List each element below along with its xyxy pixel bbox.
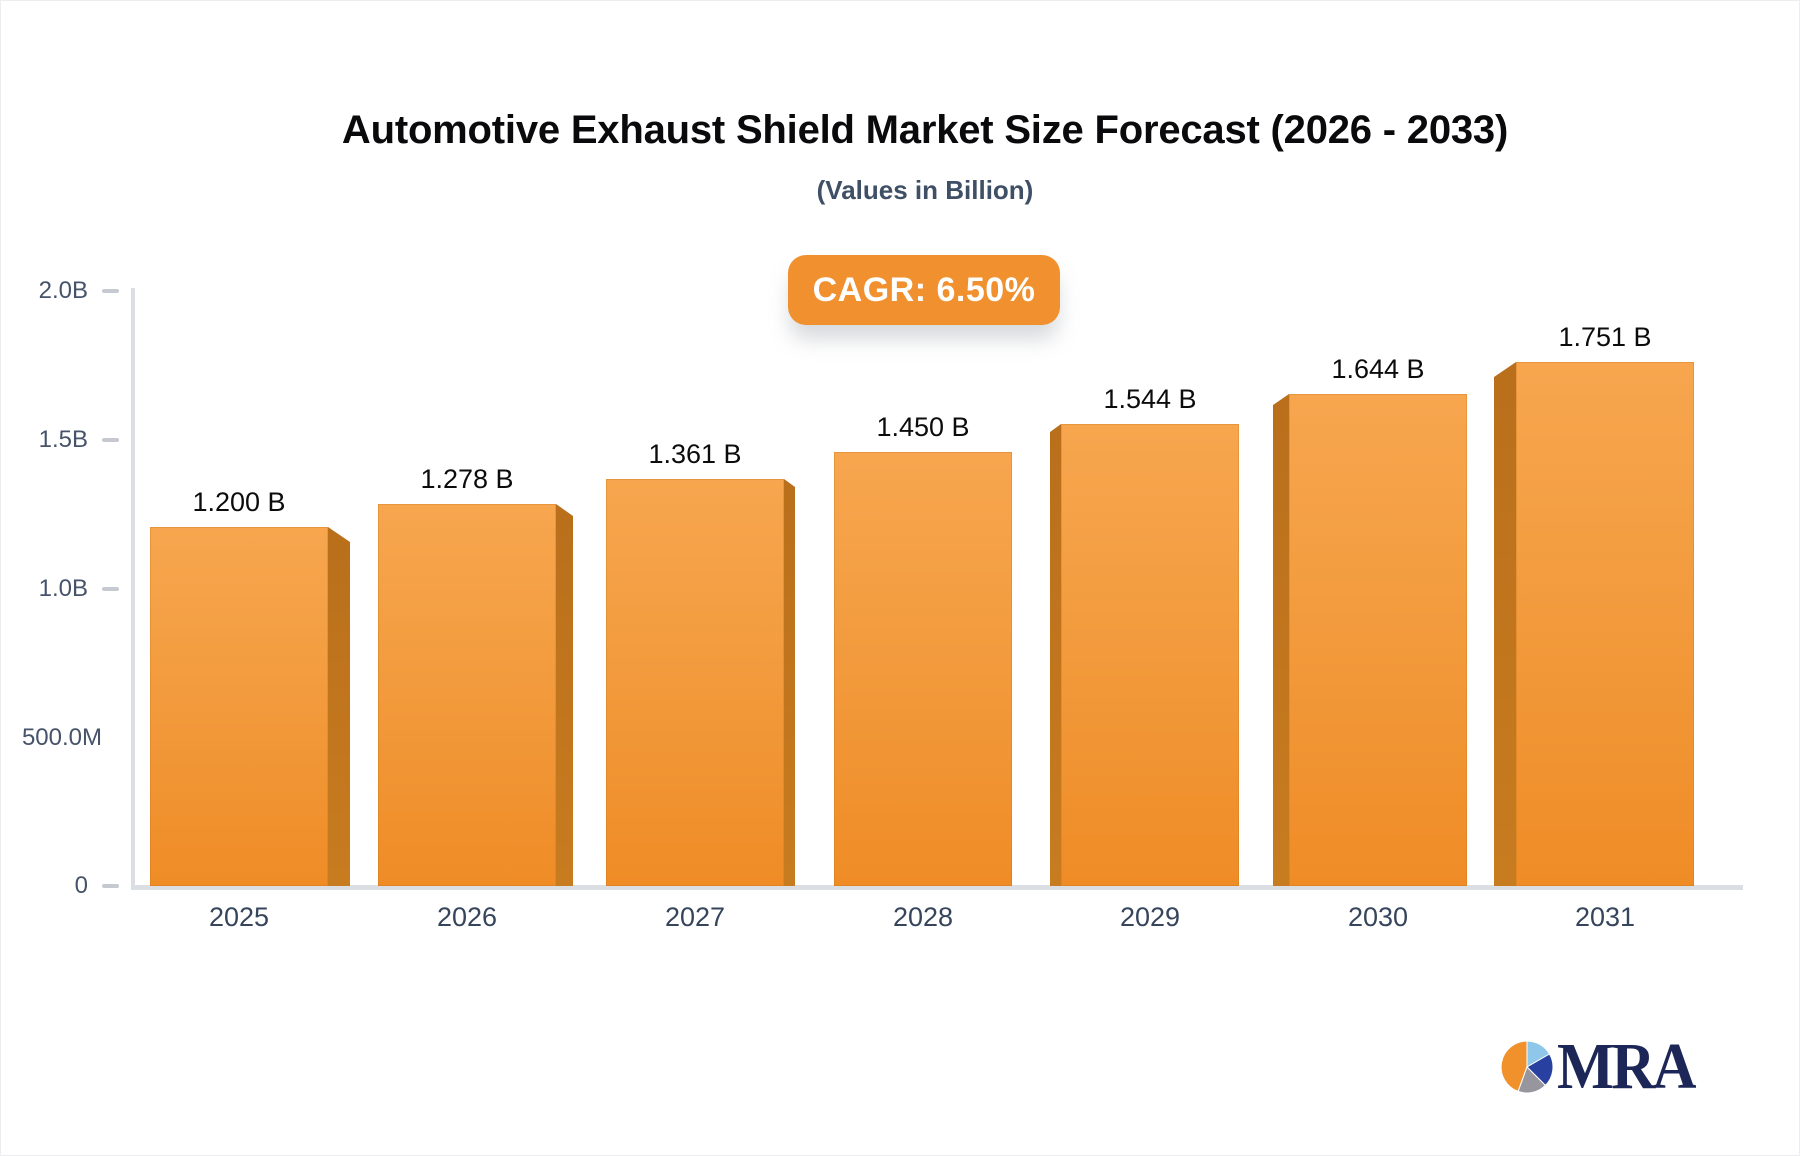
bar-2031 <box>1516 362 1694 886</box>
y-tick-label-1b: 1.0B <box>38 575 88 602</box>
bar-2029-side-face <box>1050 424 1061 886</box>
bar-2030-side-face <box>1273 394 1289 886</box>
bar-2027-side-face <box>784 479 795 886</box>
y-axis-line <box>131 288 135 889</box>
bar-value-label-2026: 1.278 B <box>420 464 514 494</box>
bar-2029 <box>1061 424 1239 886</box>
x-axis-label-2028: 2028 <box>892 902 954 932</box>
bar-2025-side-face <box>328 527 350 886</box>
x-axis-label-2027: 2027 <box>664 902 726 932</box>
y-tick-mark <box>102 438 119 442</box>
bar-value-label-2030: 1.644 B <box>1331 354 1425 384</box>
x-axis-baseline <box>131 885 1743 890</box>
bar-2026-side-face <box>556 504 573 886</box>
y-tick-label-1-5b: 1.5B <box>38 426 88 453</box>
cagr-badge-label: CAGR: 6.50% <box>812 270 1036 309</box>
mra-logo: MRA <box>1500 1030 1706 1103</box>
x-axis-label-2029: 2029 <box>1119 902 1181 932</box>
y-tick-mark <box>102 587 119 591</box>
bar-2030 <box>1289 394 1467 886</box>
y-tick-mark <box>102 884 119 888</box>
bar-2025 <box>150 527 328 886</box>
x-axis-label-2031: 2031 <box>1574 902 1636 932</box>
bar-value-label-2029: 1.544 B <box>1103 384 1197 414</box>
bar-2027 <box>606 479 784 886</box>
bar-value-label-2027: 1.361 B <box>648 439 742 469</box>
mra-logo-text: MRA <box>1557 1030 1696 1103</box>
y-tick-label-500m: 500.0M <box>21 724 102 751</box>
bar-2028 <box>834 452 1012 886</box>
x-axis-label-2026: 2026 <box>436 902 498 932</box>
chart-title: Automotive Exhaust Shield Market Size Fo… <box>341 108 1509 152</box>
bar-value-label-2025: 1.200 B <box>192 487 286 517</box>
x-axis-label-2025: 2025 <box>208 902 270 932</box>
chart-subtitle: (Values in Billion) <box>816 175 1034 205</box>
bar-2026 <box>378 504 556 886</box>
mra-pie-chart-icon <box>1500 1040 1554 1094</box>
y-tick-label-0: 0 <box>74 872 88 899</box>
bar-value-label-2031: 1.751 B <box>1558 322 1652 352</box>
y-tick-mark <box>102 289 119 293</box>
x-axis-label-2030: 2030 <box>1347 902 1409 932</box>
y-tick-label-2b: 2.0B <box>38 277 88 304</box>
bar-value-label-2028: 1.450 B <box>876 412 970 442</box>
cagr-badge: CAGR: 6.50% <box>788 255 1060 325</box>
bar-2031-side-face <box>1494 362 1516 886</box>
